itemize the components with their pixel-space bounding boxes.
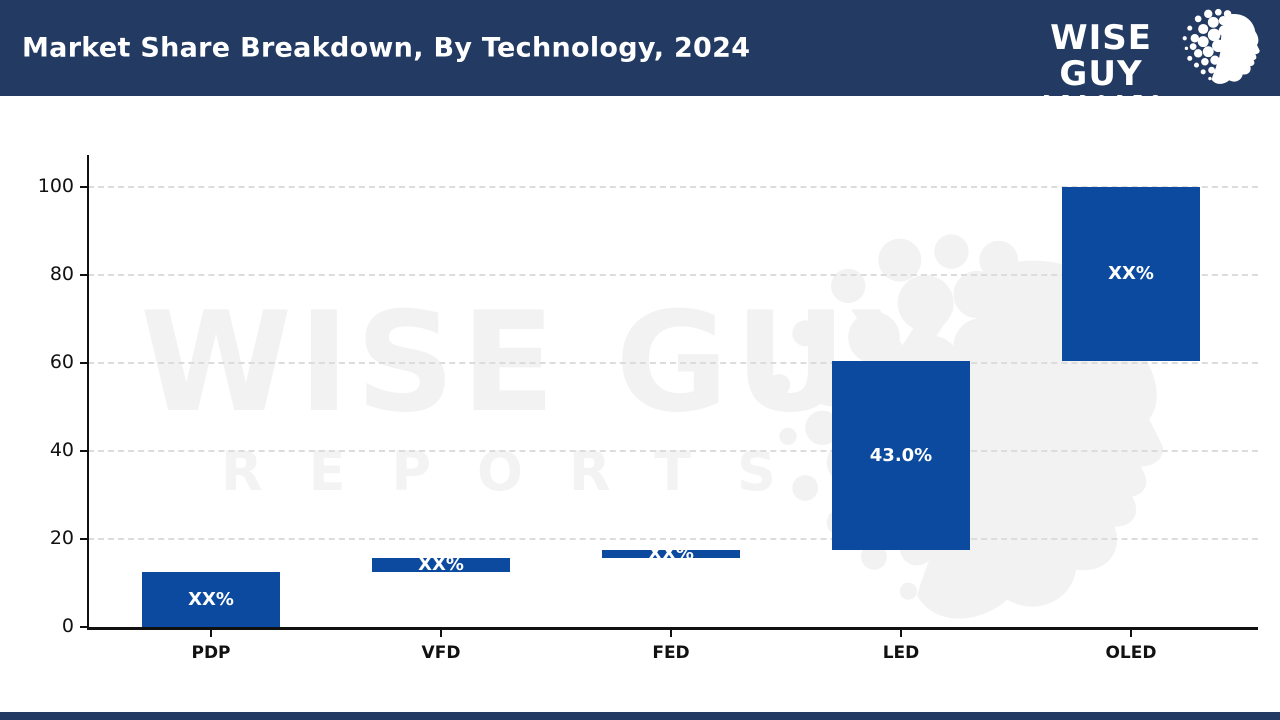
- logo-wordmark: WISE GUY: [1050, 18, 1152, 94]
- gridline-y20: [88, 538, 1258, 540]
- x-tick: [210, 630, 212, 637]
- x-tick-label-vfd: VFD: [421, 643, 461, 663]
- x-tick-label-pdp: PDP: [191, 643, 231, 663]
- footer-bar: [0, 712, 1280, 720]
- logo-subtext: REPORTS: [1042, 94, 1169, 109]
- bar-label-pdp: XX%: [188, 589, 234, 610]
- y-tick-label: 0: [61, 615, 74, 637]
- bar-label-fed: XX%: [648, 543, 694, 565]
- gridline-y100: [88, 186, 1258, 188]
- y-tick: [80, 362, 88, 364]
- wise-guy-logo: WISE GUY REPORTS: [1012, 6, 1262, 109]
- page-title: Market Share Breakdown, By Technology, 2…: [22, 32, 751, 64]
- bar-label-oled: XX%: [1108, 263, 1154, 285]
- y-tick: [80, 538, 88, 540]
- x-axis-line: [87, 627, 1258, 630]
- bar-vfd: XX%: [372, 554, 510, 575]
- gridline-y80: [88, 274, 1258, 276]
- x-tick-label-oled: OLED: [1105, 643, 1157, 663]
- x-tick-label-led: LED: [882, 643, 920, 663]
- x-tick: [900, 630, 902, 637]
- bar-label-led: 43.0%: [869, 444, 933, 466]
- y-axis-line: [87, 155, 89, 630]
- bar-pdp: XX%: [142, 572, 280, 627]
- header-bar: Market Share Breakdown, By Technology, 2…: [0, 0, 1280, 109]
- gridline-y40: [88, 450, 1258, 452]
- y-tick: [80, 186, 88, 188]
- gridline-y60: [88, 362, 1258, 364]
- bar-led: 43.0%: [832, 360, 970, 550]
- bar-fed: XX%: [602, 543, 740, 564]
- x-tick: [1130, 630, 1132, 637]
- y-tick-label: 80: [49, 263, 74, 285]
- y-tick-label: 20: [49, 527, 74, 549]
- logo-wordmark-block: WISE GUY REPORTS: [1012, 20, 1190, 109]
- logo-face-icon: [1182, 8, 1260, 84]
- bar-label-vfd: XX%: [418, 554, 464, 576]
- bar-oled: XX%: [1062, 187, 1200, 361]
- x-tick: [440, 630, 442, 637]
- plot-area: 0 20 40 60 80 100 XX% PDP XX% VFD XX% FED 43.0% LED XX…: [0, 96, 1280, 712]
- y-tick: [80, 450, 88, 452]
- x-tick-label-fed: FED: [652, 643, 690, 663]
- y-tick: [80, 626, 88, 628]
- y-tick-label: 40: [49, 439, 74, 461]
- x-tick: [670, 630, 672, 637]
- y-tick-label: 100: [37, 175, 74, 197]
- y-tick-label: 60: [49, 351, 74, 373]
- y-tick: [80, 274, 88, 276]
